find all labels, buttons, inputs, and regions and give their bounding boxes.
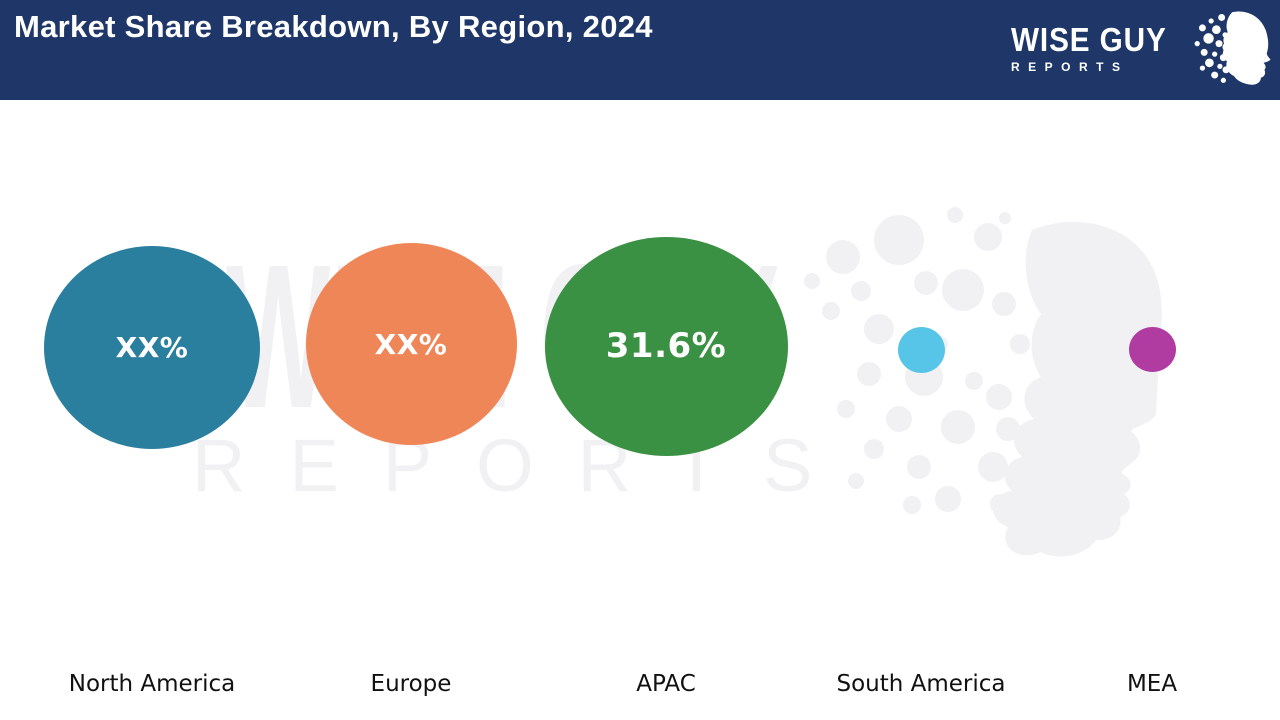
header-bar: Market Share Breakdown, By Region, 2024 … [0,0,1280,100]
bubble-europe: XX% [305,243,517,445]
category-label-europe: Europe [370,671,452,697]
logo-tagline: REPORTS [1010,59,1129,74]
category-label-north-america: North America [68,671,236,697]
category-label-south-america: South America [836,671,1006,697]
logo-name: WISE GUY [1010,20,1167,58]
bubble-mea [1128,326,1176,372]
page-title: Market Share Breakdown, By Region, 2024 [14,9,653,44]
bubble-south-america [897,327,945,373]
wise-guy-logo: WISE GUY REPORTS [1011,6,1274,90]
bubble-value-label: XX% [374,327,448,361]
watermark-head-icon [804,207,1162,557]
bubble-north-america: XX% [44,245,260,449]
bubble-value-label: 31.6% [605,326,727,366]
logo-text: WISE GUY REPORTS [1011,23,1184,74]
category-label-mea: MEA [1126,671,1178,697]
bubble-apac: 31.6% [544,236,788,456]
wise-guy-head-icon [1194,11,1271,85]
bubble-value-label: XX% [115,330,189,364]
category-label-apac: APAC [636,671,696,697]
watermark-tagline: REPORTS [192,424,857,507]
